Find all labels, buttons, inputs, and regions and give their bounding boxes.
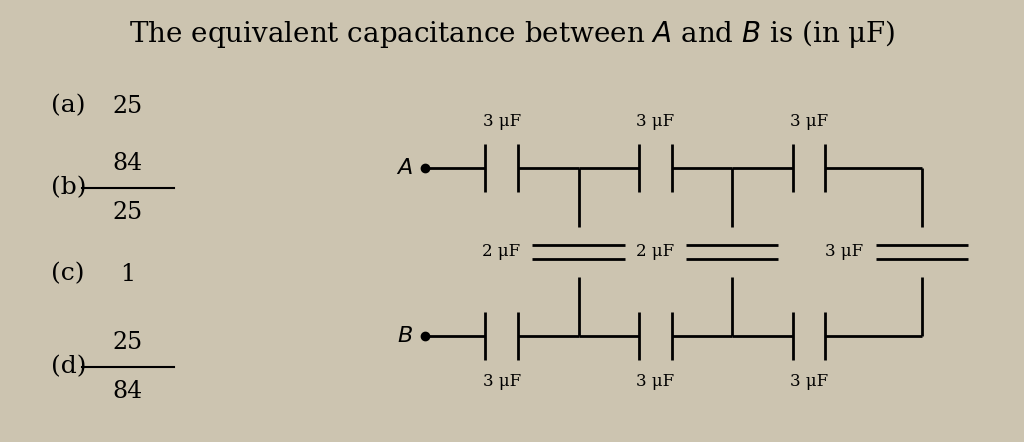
Text: 2 μF: 2 μF [636, 244, 674, 260]
Text: 3 μF: 3 μF [636, 114, 675, 130]
Text: 3 μF: 3 μF [636, 373, 675, 390]
Text: 3 μF: 3 μF [790, 114, 828, 130]
Text: $B$: $B$ [396, 325, 413, 347]
Text: (a): (a) [51, 95, 86, 118]
Text: 3 μF: 3 μF [482, 373, 521, 390]
Text: 25: 25 [113, 201, 143, 224]
Text: The equivalent capacitance between $A$ and $B$ is (in μF): The equivalent capacitance between $A$ a… [129, 18, 895, 50]
Text: 84: 84 [113, 380, 143, 403]
Text: (b): (b) [51, 176, 87, 199]
Text: 1: 1 [121, 263, 135, 286]
Text: 84: 84 [113, 152, 143, 175]
Text: 25: 25 [113, 95, 143, 118]
Text: 3 μF: 3 μF [825, 244, 863, 260]
Text: (c): (c) [51, 263, 85, 286]
Text: 2 μF: 2 μF [482, 244, 520, 260]
Text: 3 μF: 3 μF [790, 373, 828, 390]
Text: 3 μF: 3 μF [482, 114, 521, 130]
Text: 25: 25 [113, 331, 143, 354]
Text: $A$: $A$ [396, 157, 413, 179]
Text: (d): (d) [51, 355, 87, 378]
